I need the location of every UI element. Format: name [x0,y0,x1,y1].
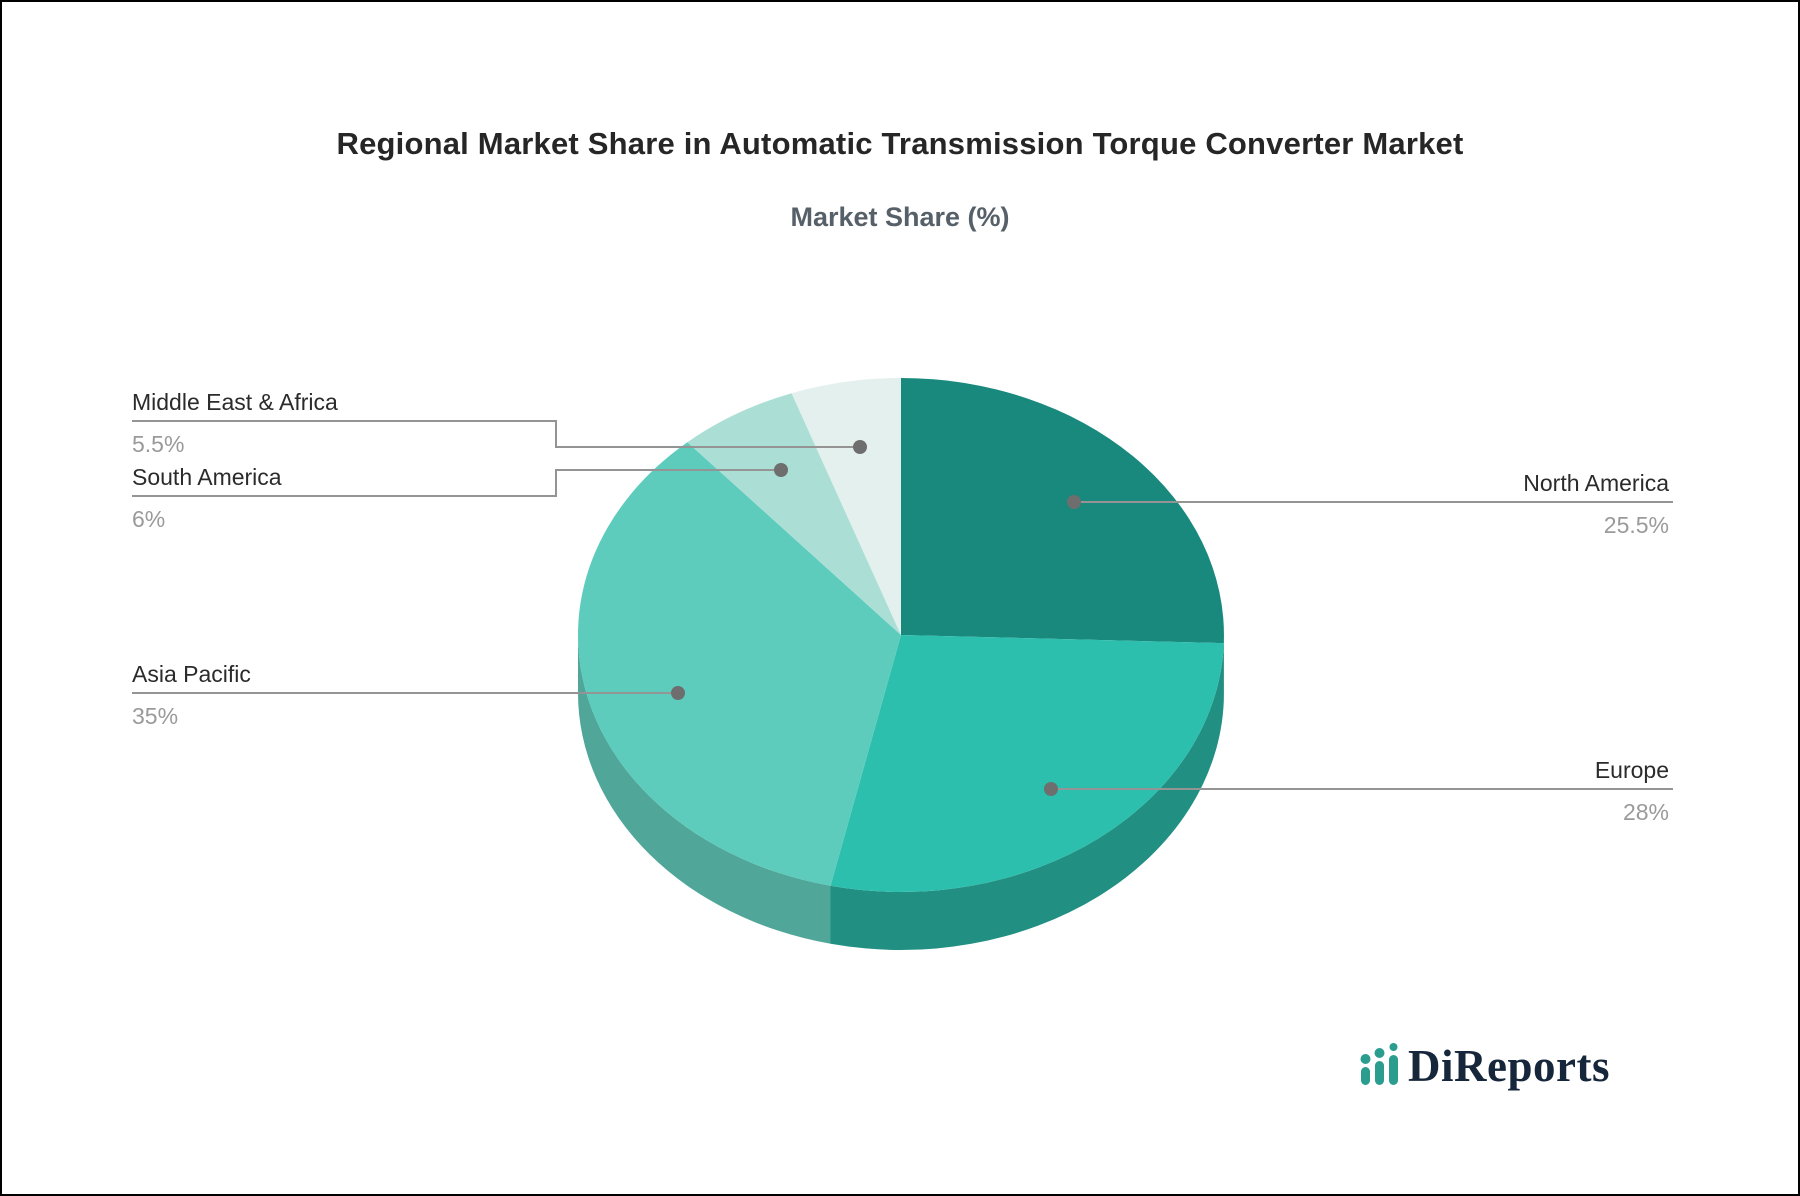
callout-dot-middle-east-africa [853,440,867,454]
logo-text: DiReports [1408,1041,1610,1091]
callout-label-asia-pacific: Asia Pacific [132,661,251,687]
direports-logo: DiReports [1358,1043,1610,1089]
bar-chart-icon [1360,1043,1398,1085]
callout-label-middle-east-africa: Middle East & Africa [132,389,338,415]
callout-value-south-america: 6% [132,506,166,532]
callout-value-europe: 28% [1622,799,1669,825]
callout-value-asia-pacific: 35% [132,703,179,729]
callout-dot-asia-pacific [671,686,685,700]
pie-side-asia-pacific [578,635,831,944]
callout-value-north-america: 25.5% [1603,512,1669,538]
callout-label-south-america: South America [132,464,282,490]
pie-slice-asia-pacific [577,442,901,886]
callout-value-middle-east-africa: 5.5% [132,431,185,457]
callout-dot-south-america [774,463,788,477]
callout-line-south-america [132,469,781,497]
pie-slice-europe [830,635,1224,892]
pie-side-europe [830,643,1224,950]
chart-subtitle: Market Share (%) [790,202,1010,232]
callout-dot-north-america [1067,495,1081,509]
callout-label-north-america: North America [1523,470,1669,496]
callout-line-middle-east-africa [132,420,860,448]
pie-slice-south-america [687,393,901,635]
callout-dot-europe [1044,782,1058,796]
pie-slice-north-america [901,378,1224,644]
callout-label-europe: Europe [1594,757,1669,783]
chart-title: Regional Market Share in Automatic Trans… [336,126,1464,161]
pie-slice-middle-east-africa [791,378,901,635]
